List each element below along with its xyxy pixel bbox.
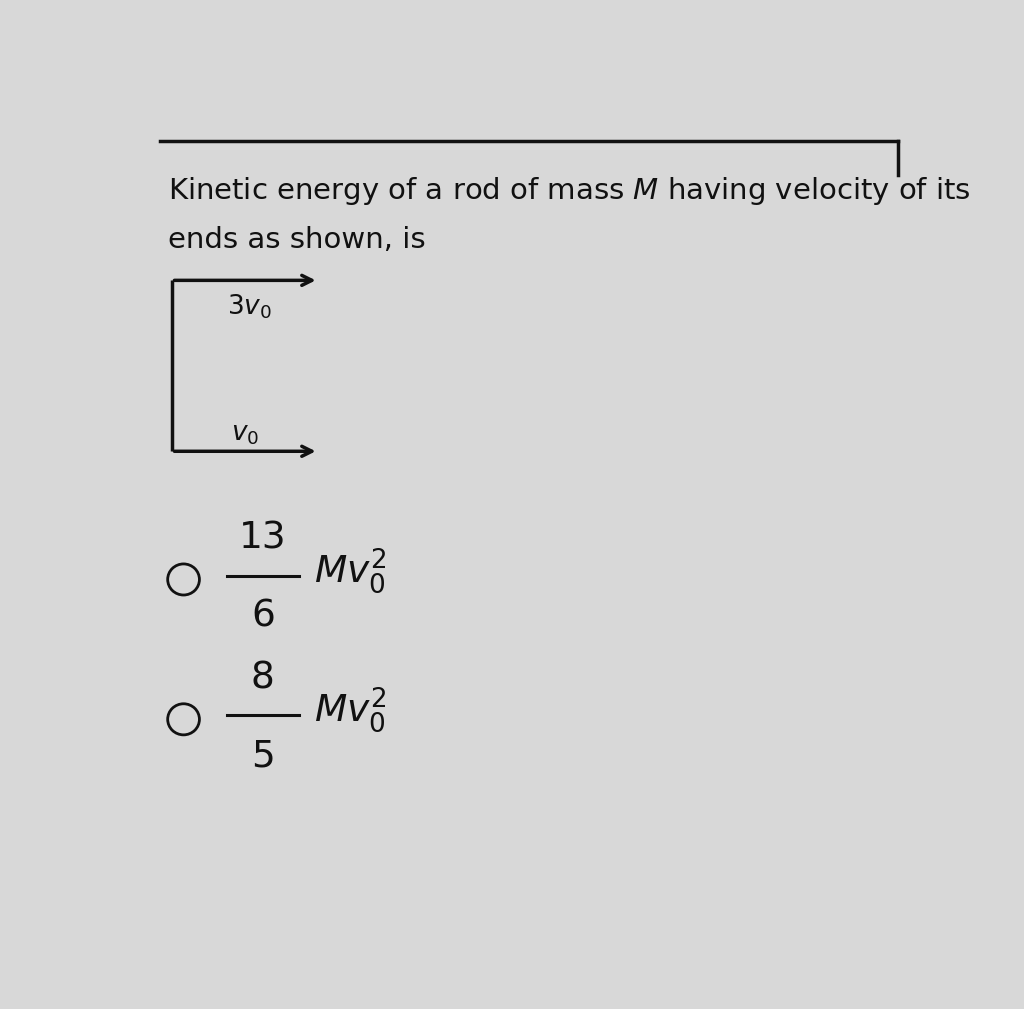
Text: 13: 13 [239, 521, 287, 556]
Text: ends as shown, is: ends as shown, is [168, 226, 425, 254]
Text: 6: 6 [251, 599, 274, 635]
Text: $Mv_0^2$: $Mv_0^2$ [314, 546, 387, 594]
Text: Kinetic energy of a rod of mass $M$ having velocity of its: Kinetic energy of a rod of mass $M$ havi… [168, 176, 971, 208]
Text: $3v_0$: $3v_0$ [227, 292, 272, 321]
Text: 8: 8 [251, 660, 274, 696]
Text: $v_0$: $v_0$ [231, 422, 259, 447]
Text: 5: 5 [251, 739, 274, 775]
Text: $Mv_0^2$: $Mv_0^2$ [314, 685, 387, 735]
